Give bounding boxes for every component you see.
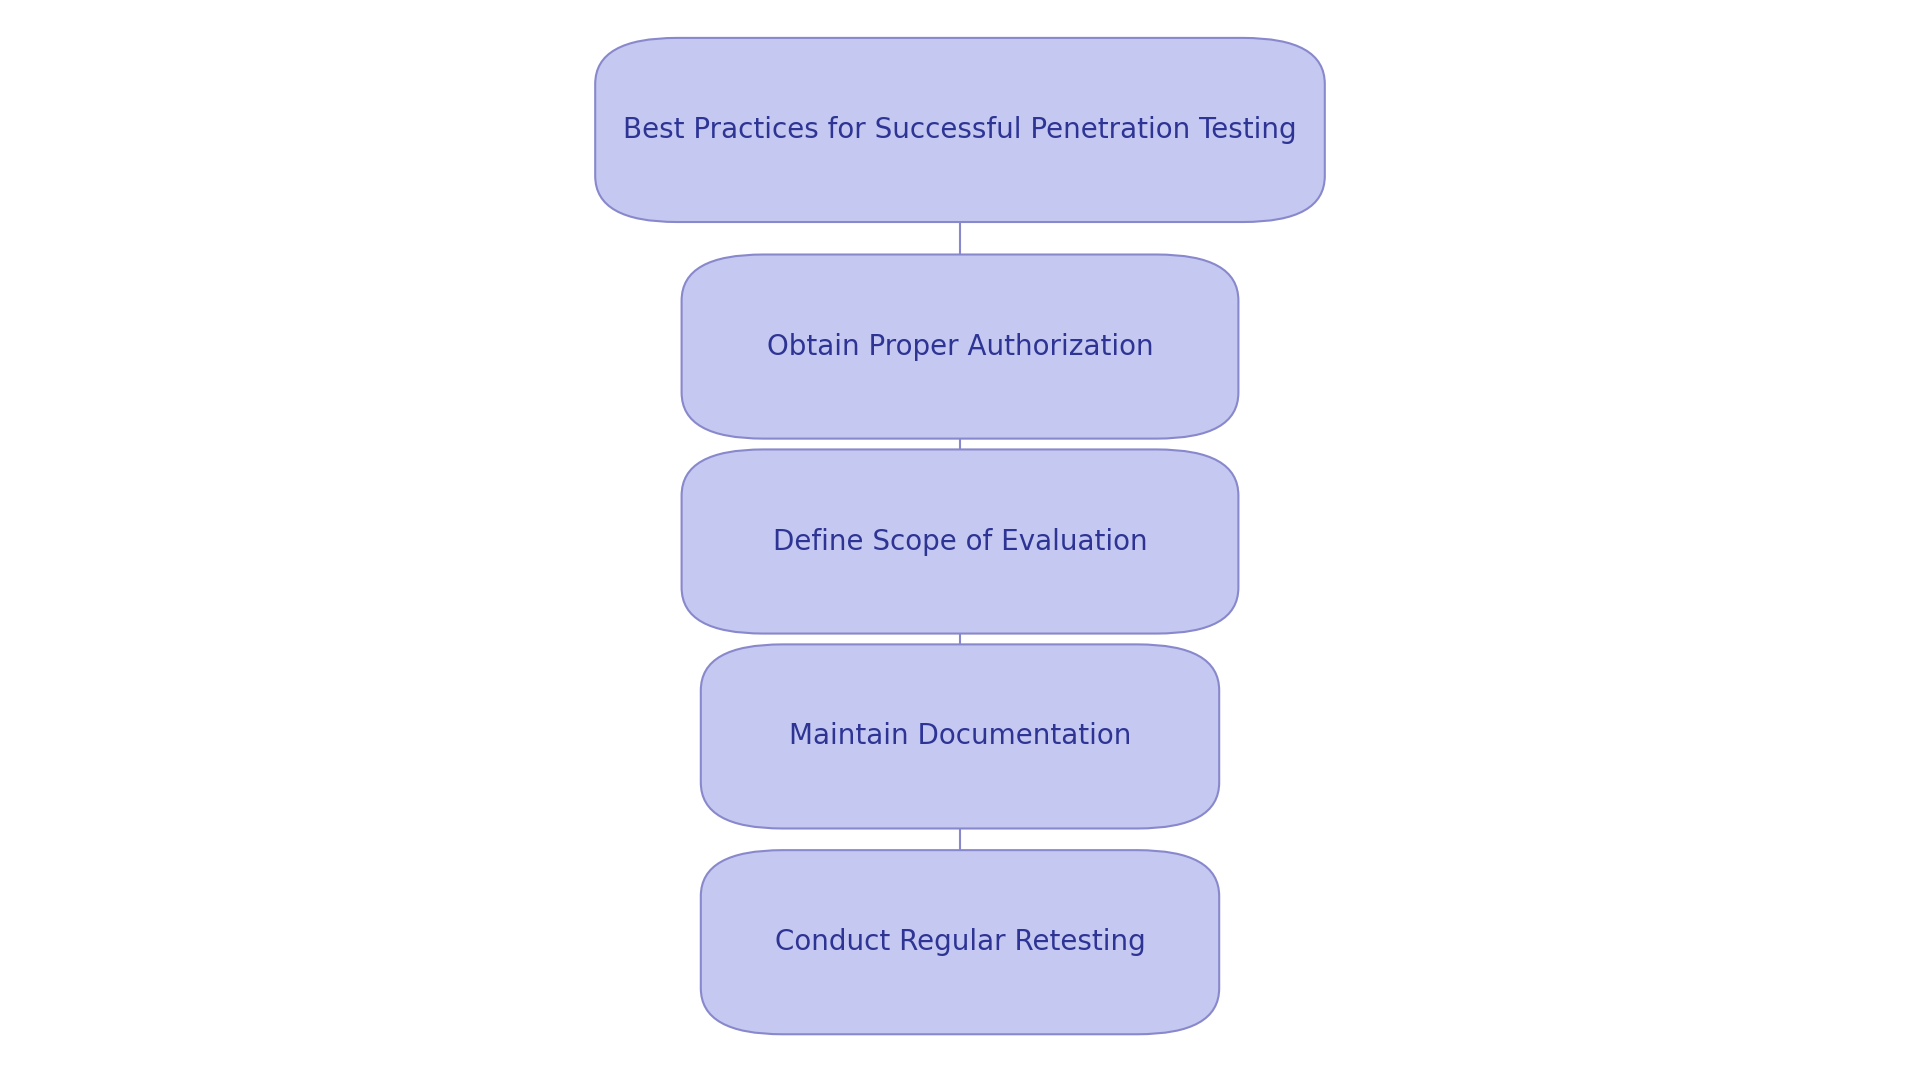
FancyBboxPatch shape — [701, 644, 1219, 828]
FancyBboxPatch shape — [682, 255, 1238, 439]
Text: Define Scope of Evaluation: Define Scope of Evaluation — [772, 527, 1148, 556]
Text: Maintain Documentation: Maintain Documentation — [789, 722, 1131, 751]
FancyBboxPatch shape — [701, 850, 1219, 1034]
FancyBboxPatch shape — [682, 449, 1238, 634]
Text: Conduct Regular Retesting: Conduct Regular Retesting — [774, 928, 1146, 956]
Text: Best Practices for Successful Penetration Testing: Best Practices for Successful Penetratio… — [624, 116, 1296, 144]
Text: Obtain Proper Authorization: Obtain Proper Authorization — [766, 332, 1154, 361]
FancyBboxPatch shape — [595, 38, 1325, 222]
